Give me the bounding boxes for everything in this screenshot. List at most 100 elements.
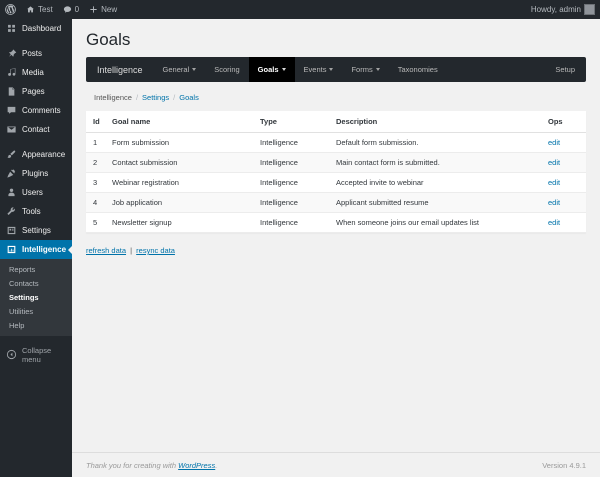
comment-count: 0 [74, 5, 80, 14]
sidebar-item-label: Appearance [22, 150, 66, 159]
sidebar-subitem-contacts[interactable]: Contacts [0, 276, 72, 290]
my-account-menu[interactable]: Howdy, admin [526, 0, 600, 19]
wordpress-version: Version 4.9.1 [542, 460, 586, 470]
footer-thanks-prefix: Thank you for creating with [86, 460, 179, 470]
new-content-menu[interactable]: New [84, 0, 122, 19]
tab-forms[interactable]: Forms [342, 57, 388, 82]
tab-scoring[interactable]: Scoring [205, 57, 248, 82]
sidebar-item-pages[interactable]: Pages [0, 82, 72, 101]
cell-type: Intelligence [260, 132, 336, 153]
sidebar-item-label: Intelligence [22, 245, 67, 254]
tab-goals[interactable]: Goals [248, 57, 295, 82]
navbar-brand[interactable]: Intelligence [97, 64, 143, 75]
sidebar-item-label: Media [22, 68, 44, 77]
cell-id: 2 [86, 152, 112, 173]
collapse-menu-button[interactable]: Collapse menu [0, 345, 72, 364]
comment-icon [6, 105, 17, 116]
cell-goal-name: Webinar registration [112, 172, 260, 193]
sidebar-item-label: Contact [22, 125, 50, 134]
sidebar-item-contact[interactable]: Contact [0, 120, 72, 139]
breadcrumb-separator: / [173, 93, 176, 102]
breadcrumb-separator: / [135, 93, 139, 102]
chevron-down-icon [329, 68, 334, 71]
cell-id: 1 [86, 132, 112, 153]
comment-bubble-icon [63, 5, 72, 14]
sidebar-item-intelligence[interactable]: Intelligence [0, 240, 73, 259]
column-header-goal-name: Goal name [112, 111, 260, 133]
sidebar-subitem-label: Contacts [9, 278, 39, 288]
sidebar-subitem-label: Reports [9, 264, 36, 274]
cell-type: Intelligence [260, 212, 336, 233]
footer-thanks: Thank you for creating with WordPress. [86, 461, 217, 470]
users-icon [6, 187, 17, 198]
navbar-spacer [447, 57, 545, 82]
edit-link[interactable]: edit [548, 198, 561, 207]
intelligence-navbar: Intelligence General Scoring Goals Event… [86, 57, 586, 82]
resync-data-link[interactable]: resync data [136, 246, 175, 255]
collapse-icon [6, 349, 17, 360]
sidebar-subitem-settings[interactable]: Settings [0, 290, 72, 304]
breadcrumb-item-settings[interactable]: Settings [142, 93, 170, 102]
sidebar-item-label: Comments [22, 106, 61, 115]
cell-type: Intelligence [260, 152, 336, 173]
sidebar-item-plugins[interactable]: Plugins [0, 164, 72, 183]
edit-link[interactable]: edit [548, 178, 561, 187]
breadcrumb-item-goals[interactable]: Goals [179, 93, 199, 102]
sidebar-subitem-utilities[interactable]: Utilities [0, 304, 72, 318]
refresh-data-link[interactable]: refresh data [86, 246, 127, 255]
media-icon [6, 67, 17, 78]
sidebar-item-label: Users [22, 188, 43, 197]
breadcrumb-item-intelligence: Intelligence [94, 93, 132, 102]
site-name-menu[interactable]: Test [21, 0, 58, 19]
sidebar-item-posts[interactable]: Posts [0, 44, 72, 63]
cell-goal-name: Form submission [112, 132, 260, 153]
chevron-down-icon [281, 68, 286, 71]
sidebar-item-media[interactable]: Media [0, 63, 72, 82]
sidebar-item-label: Tools [22, 207, 41, 216]
tab-label: Events [303, 65, 327, 74]
cell-type: Intelligence [260, 172, 336, 193]
tab-label: General [162, 65, 190, 74]
sidebar-item-users[interactable]: Users [0, 183, 72, 202]
gear-icon [6, 225, 17, 236]
sidebar-item-tools[interactable]: Tools [0, 202, 72, 221]
actions-separator: | [130, 246, 133, 255]
sidebar-subitem-label: Help [9, 320, 25, 330]
tab-events[interactable]: Events [295, 57, 343, 82]
sidebar-item-comments[interactable]: Comments [0, 101, 72, 120]
chevron-down-icon [192, 68, 197, 71]
sidebar-subitem-label: Utilities [9, 306, 34, 316]
wp-logo-menu[interactable] [0, 0, 21, 19]
cell-id: 3 [86, 172, 112, 193]
sidebar-item-settings[interactable]: Settings [0, 221, 72, 240]
tab-taxonomies[interactable]: Taxonomies [389, 57, 447, 82]
admin-sidebar-menu: Dashboard Posts Media Pages Comments Con… [0, 19, 73, 477]
sidebar-subitem-help[interactable]: Help [0, 318, 72, 332]
cell-type: Intelligence [260, 192, 336, 213]
edit-link[interactable]: edit [548, 158, 561, 167]
setup-link[interactable]: Setup [555, 65, 575, 74]
sidebar-item-dashboard[interactable]: Dashboard [0, 19, 72, 38]
howdy-label: Howdy, admin [530, 5, 581, 14]
page-title: Goals [86, 30, 131, 49]
footer-thanks-suffix: . [215, 460, 218, 470]
wordpress-link[interactable]: WordPress [178, 460, 216, 470]
table-head: Id Goal name Type Description Ops [86, 111, 586, 133]
tab-label: Forms [351, 65, 373, 74]
table-actions: refresh data | resync data [72, 233, 600, 255]
edit-link[interactable]: edit [548, 138, 561, 147]
cell-description: Applicant submitted resume [336, 192, 548, 213]
table-row: 4 Job application Intelligence Applicant… [86, 192, 586, 213]
dashboard-icon [6, 23, 17, 34]
avatar [584, 4, 595, 15]
tab-general[interactable]: General [154, 57, 206, 82]
home-icon [26, 5, 35, 14]
cell-id: 4 [86, 192, 112, 213]
sidebar-item-appearance[interactable]: Appearance [0, 145, 72, 164]
wrench-icon [6, 206, 17, 217]
sidebar-subitem-reports[interactable]: Reports [0, 262, 72, 276]
tab-label: Goals [257, 65, 279, 74]
comments-menu[interactable]: 0 [58, 0, 84, 19]
page-icon [6, 86, 17, 97]
edit-link[interactable]: edit [548, 218, 561, 227]
